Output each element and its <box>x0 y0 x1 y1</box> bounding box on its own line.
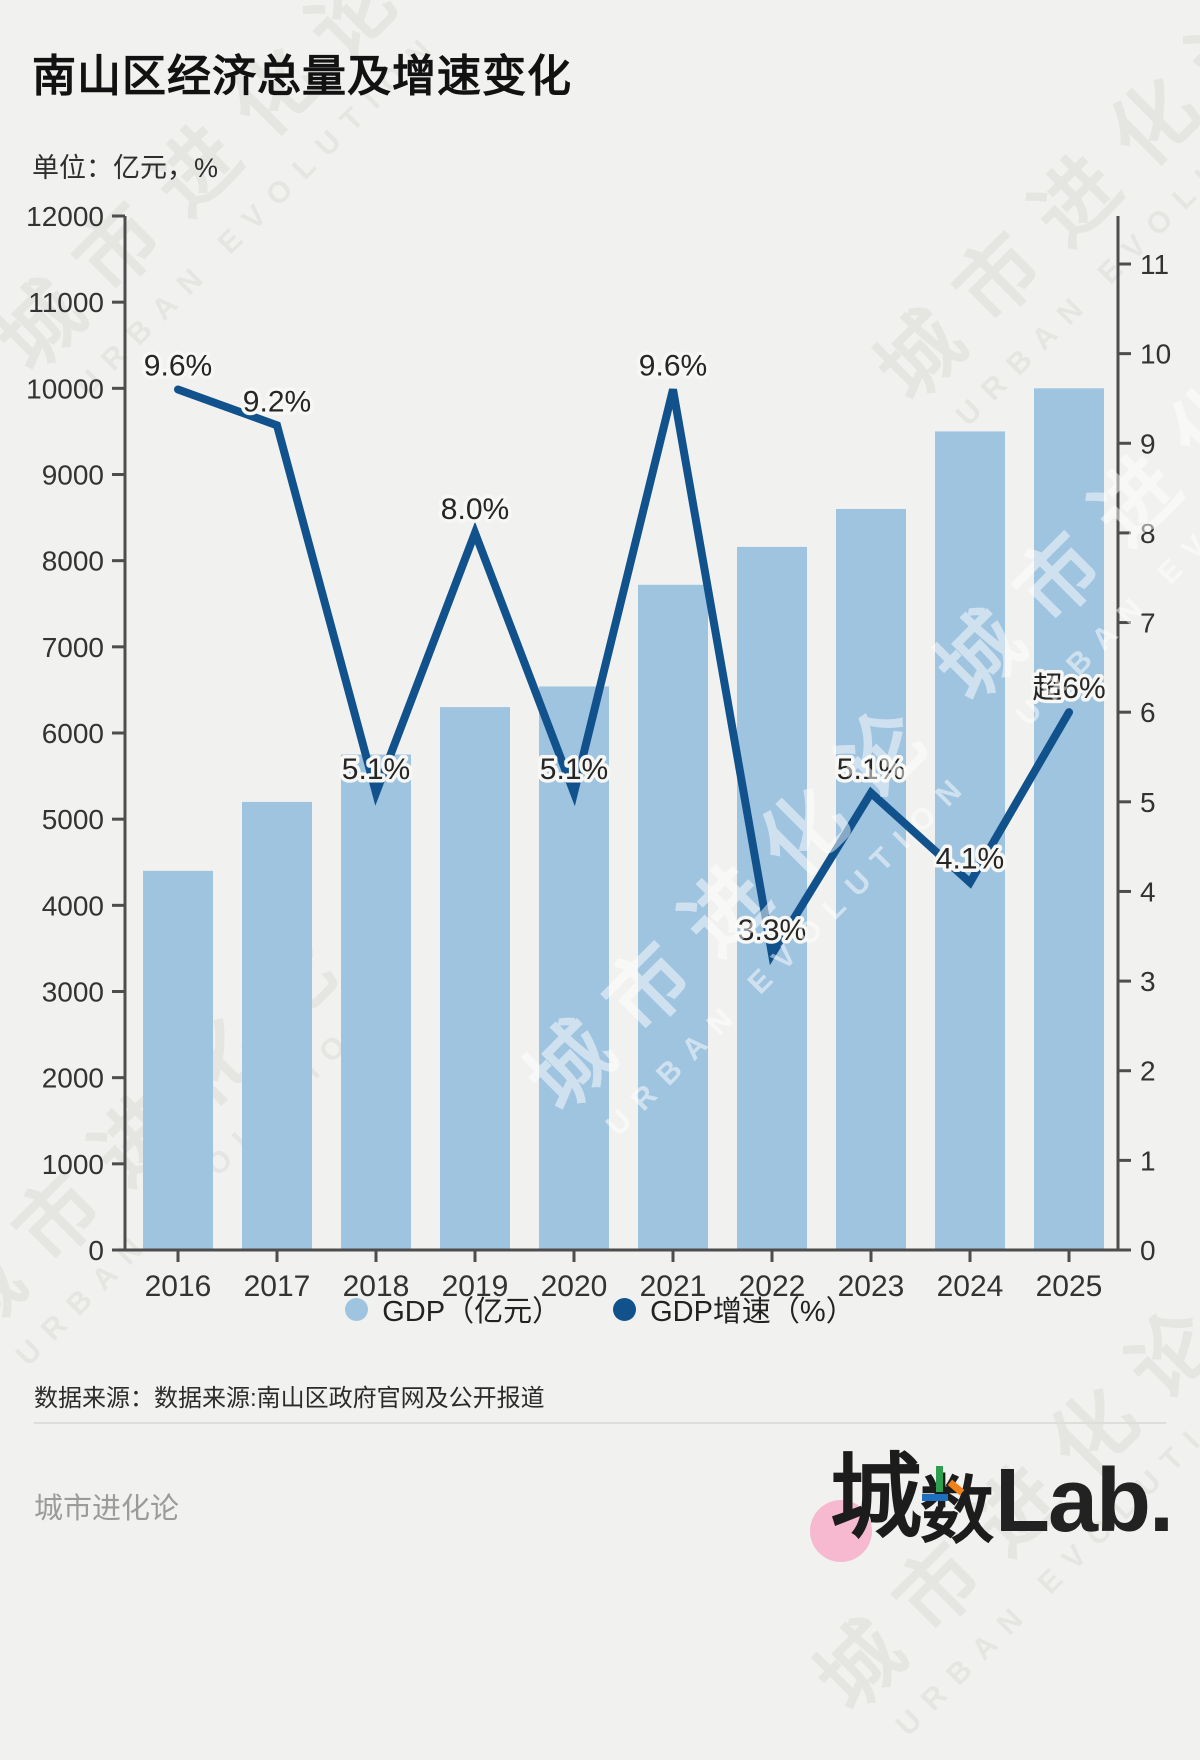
gdp-bar-2023 <box>836 508 906 1250</box>
legend: GDP（亿元） GDP增速（%） <box>0 1288 1200 1330</box>
left-axis-label-5000: 5000 <box>42 804 104 835</box>
left-axis-label-1000: 1000 <box>42 1149 104 1180</box>
left-axis-label-8000: 8000 <box>42 546 104 577</box>
gdp-bar-2017 <box>242 801 312 1250</box>
right-axis-label-5: 5 <box>1140 787 1156 818</box>
gdp-bar-2016 <box>143 870 213 1250</box>
growth-label-2018: 5.1% <box>342 753 410 786</box>
left-axis-label-3000: 3000 <box>42 977 104 1008</box>
left-axis-label-6000: 6000 <box>42 718 104 749</box>
x-axis-label-2024: 2024 <box>937 1270 1004 1303</box>
x-axis-label-2019: 2019 <box>442 1270 509 1303</box>
left-axis-label-2000: 2000 <box>42 1063 104 1094</box>
footer-divider <box>34 1422 1166 1424</box>
right-axis-label-9: 9 <box>1140 428 1156 459</box>
legend-label-growth: GDP增速（%） <box>650 1296 855 1328</box>
growth-legend-marker <box>613 1297 637 1321</box>
logo-char-cheng: 城 <box>830 1447 923 1549</box>
x-axis-label-2022: 2022 <box>739 1270 806 1303</box>
growth-label-2021: 9.6% <box>639 349 707 382</box>
left-axis-label-7000: 7000 <box>42 632 104 663</box>
gdp-bar-2022 <box>737 546 807 1250</box>
logo-green-mark <box>936 1466 943 1492</box>
left-axis-label-9000: 9000 <box>42 460 104 491</box>
data-source: 数据来源：数据来源:南山区政府官网及公开报道 <box>34 1385 545 1412</box>
x-axis-label-2017: 2017 <box>244 1270 311 1303</box>
legend-item-growth: GDP增速（%） <box>613 1288 855 1330</box>
left-axis-label-12000: 12000 <box>26 201 104 232</box>
x-axis-label-2020: 2020 <box>541 1270 608 1303</box>
growth-line <box>174 385 1073 966</box>
gdp-bar-2018 <box>341 754 411 1250</box>
right-axis-label-4: 4 <box>1140 876 1156 907</box>
legend-label-gdp: GDP（亿元） <box>382 1296 562 1328</box>
logo-blue-mark <box>922 1494 948 1501</box>
gdp-bar-2021 <box>638 584 708 1250</box>
right-axis-label-3: 3 <box>1140 966 1156 997</box>
logo-pink-circle <box>810 1500 872 1562</box>
growth-label-2022: 3.3% <box>738 914 806 947</box>
right-axis-label-10: 10 <box>1140 339 1171 370</box>
growth-label-2017: 9.2% <box>243 385 311 418</box>
gdp-bar-2019 <box>440 707 510 1250</box>
x-axis-label-2025: 2025 <box>1036 1270 1103 1303</box>
left-axis-label-0: 0 <box>88 1235 104 1266</box>
chart-header: 南山区经济总量及增速变化 单位：亿元，% <box>32 40 572 185</box>
x-axis-label-2016: 2016 <box>145 1270 212 1303</box>
page-title: 南山区经济总量及增速变化 <box>32 52 572 101</box>
right-axis-label-7: 7 <box>1140 608 1156 639</box>
growth-label-2024: 4.1% <box>936 842 1004 875</box>
growth-label-2016: 9.6% <box>144 349 212 382</box>
gdp-bar-2025 <box>1034 388 1104 1250</box>
right-axis-label-8: 8 <box>1140 518 1156 549</box>
unit-label: 单位：亿元，% <box>32 153 219 183</box>
right-axis-label-6: 6 <box>1140 697 1156 728</box>
gdp-combo-chart: 0100020003000400050006000700080009000100… <box>26 201 1171 1303</box>
right-axis-label-2: 2 <box>1140 1056 1156 1087</box>
right-axis-label-1: 1 <box>1140 1145 1156 1176</box>
brand-name: 城市进化论 <box>34 1493 180 1525</box>
right-axis-label-0: 0 <box>1140 1235 1156 1266</box>
right-axis-label-11: 11 <box>1140 249 1169 280</box>
growth-label-2025: 超6% <box>1032 672 1105 705</box>
gdp-legend-marker <box>345 1297 369 1321</box>
growth-label-2023: 5.1% <box>837 753 905 786</box>
x-axis-label-2021: 2021 <box>640 1270 707 1303</box>
left-axis-label-4000: 4000 <box>42 890 104 921</box>
growth-label-2020: 5.1% <box>540 753 608 786</box>
x-axis-label-2023: 2023 <box>838 1270 905 1303</box>
legend-item-gdp: GDP（亿元） <box>345 1288 561 1330</box>
left-axis-label-11000: 11000 <box>28 287 104 318</box>
left-axis-label-10000: 10000 <box>26 373 104 404</box>
logo-latin-text: Lab. <box>995 1451 1174 1551</box>
brand-logo: 城 数 Lab. <box>800 1440 1180 1570</box>
growth-label-2019: 8.0% <box>441 493 509 526</box>
